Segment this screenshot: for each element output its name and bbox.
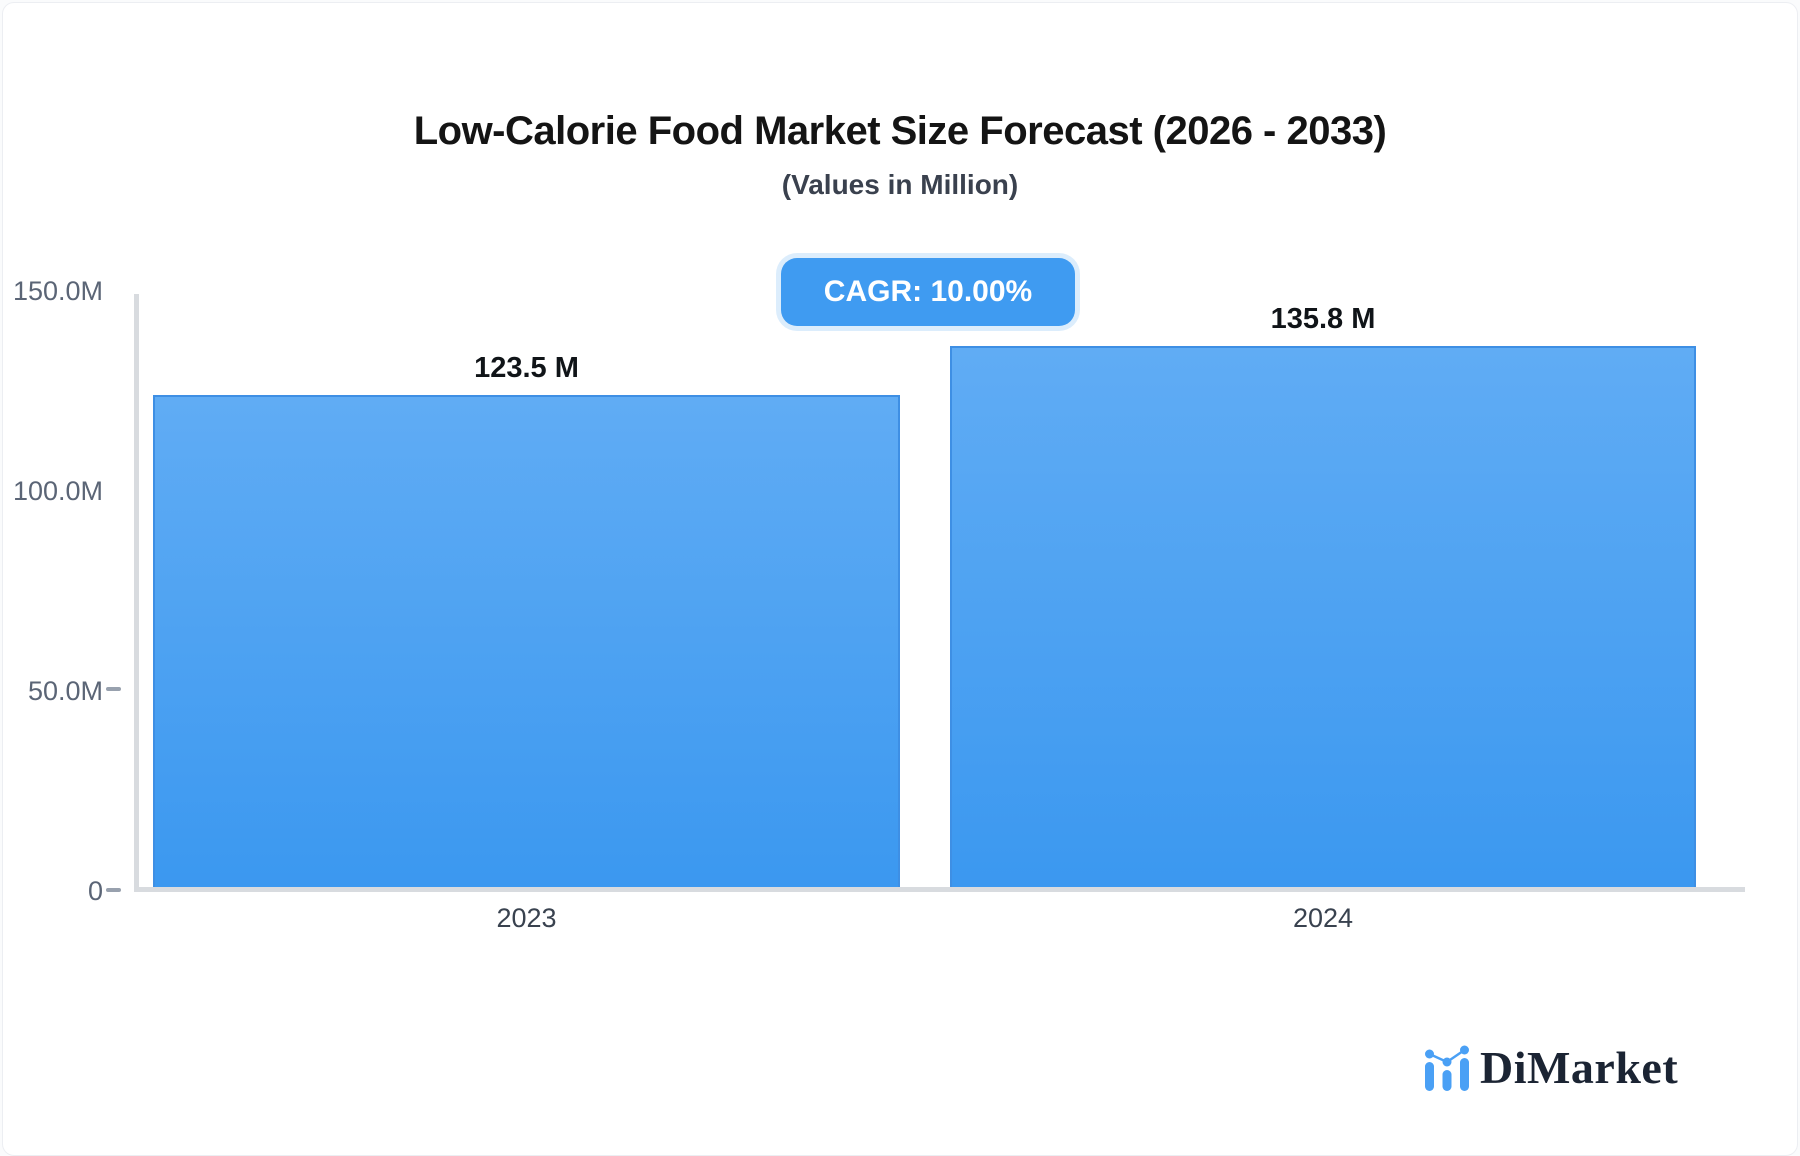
bar-value-label: 123.5 M bbox=[474, 352, 579, 384]
y-axis-line bbox=[134, 294, 139, 892]
brand-watermark: DiMarket bbox=[1422, 1039, 1678, 1095]
bar-2023 bbox=[153, 395, 900, 887]
y-tick-0 bbox=[106, 888, 121, 892]
y-tick-50m bbox=[106, 687, 121, 691]
brand-name: DiMarket bbox=[1480, 1041, 1679, 1093]
chart-title: Low-Calorie Food Market Size Forecast (2… bbox=[413, 109, 1387, 153]
cagr-badge: CAGR: 10.00% bbox=[781, 258, 1075, 326]
x-axis-baseline bbox=[134, 887, 1745, 892]
y-axis-label: 50.0M bbox=[27, 676, 103, 706]
bar-2024 bbox=[950, 346, 1696, 887]
y-axis-label: 0 bbox=[87, 876, 103, 906]
bar-chart-logo-icon bbox=[1425, 1045, 1469, 1091]
chart-subtitle: (Values in Million) bbox=[781, 169, 1019, 200]
x-axis-label: 2024 bbox=[1292, 903, 1354, 933]
x-axis-label: 2023 bbox=[496, 903, 557, 933]
y-axis-label: 150.0M bbox=[12, 276, 103, 306]
cagr-badge-label: CAGR: 10.00% bbox=[823, 275, 1033, 308]
y-axis-label: 100.0M bbox=[12, 476, 103, 506]
bar-value-label: 135.8 M bbox=[1270, 303, 1376, 335]
